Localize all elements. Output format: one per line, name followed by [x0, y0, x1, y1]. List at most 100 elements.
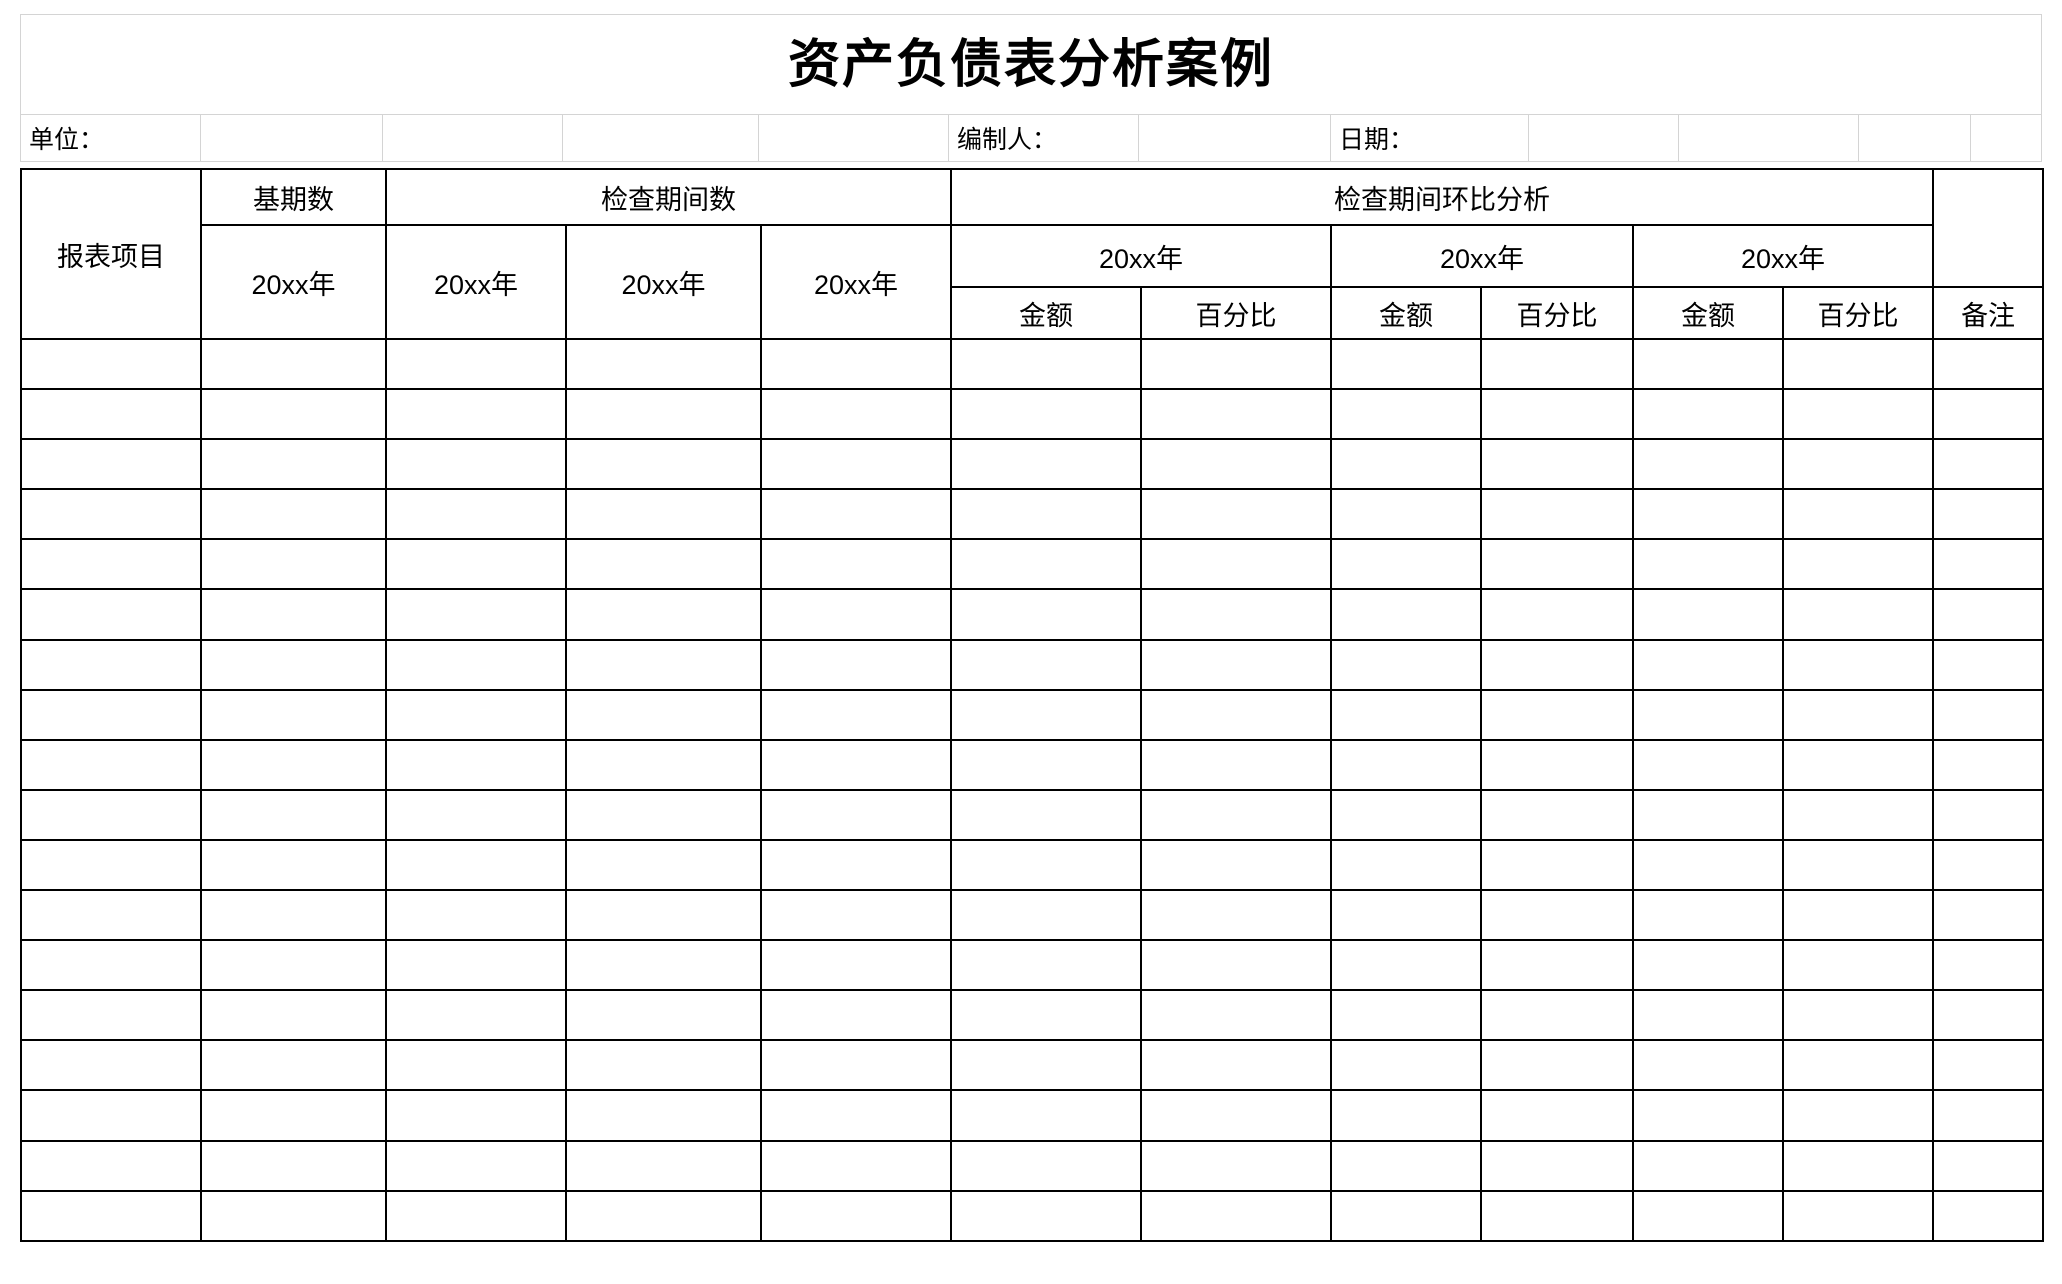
table-cell[interactable] — [1632, 1039, 1785, 1092]
table-cell[interactable] — [950, 688, 1143, 741]
table-cell[interactable] — [385, 838, 567, 892]
table-cell[interactable] — [565, 438, 762, 491]
table-cell[interactable] — [950, 638, 1143, 691]
table-cell[interactable] — [1632, 788, 1785, 841]
table-cell[interactable] — [1480, 788, 1635, 841]
table-cell[interactable] — [759, 989, 953, 1042]
table-cell[interactable] — [1782, 738, 1935, 791]
table-cell[interactable] — [1782, 989, 1935, 1042]
table-cell[interactable] — [950, 788, 1143, 841]
table-cell[interactable] — [1932, 738, 2045, 791]
table-cell[interactable] — [1480, 638, 1635, 691]
table-cell[interactable] — [1632, 638, 1785, 691]
table-cell[interactable] — [759, 889, 953, 942]
table-cell[interactable] — [385, 738, 567, 791]
table-cell[interactable] — [1140, 738, 1333, 791]
table-cell[interactable] — [1932, 588, 2045, 641]
table-cell[interactable] — [565, 838, 762, 892]
info-blank-cell-3[interactable] — [758, 114, 948, 162]
table-cell[interactable] — [1782, 1139, 1935, 1192]
table-cell[interactable] — [20, 1139, 202, 1192]
table-cell[interactable] — [20, 738, 202, 791]
table-cell[interactable] — [1632, 838, 1785, 892]
table-cell[interactable] — [565, 939, 762, 992]
table-cell[interactable] — [565, 738, 762, 791]
table-cell[interactable] — [950, 838, 1143, 892]
table-cell[interactable] — [1782, 438, 1935, 491]
table-cell[interactable] — [1480, 738, 1635, 791]
table-cell[interactable] — [565, 1039, 762, 1092]
table-cell[interactable] — [20, 989, 202, 1042]
table-cell[interactable] — [20, 337, 202, 391]
table-cell[interactable] — [1480, 538, 1635, 591]
table-cell[interactable] — [385, 939, 567, 992]
table-cell[interactable] — [20, 1189, 202, 1242]
table-cell[interactable] — [20, 939, 202, 992]
table-cell[interactable] — [1480, 438, 1635, 491]
table-cell[interactable] — [759, 939, 953, 992]
table-cell[interactable] — [1140, 638, 1333, 691]
table-cell[interactable] — [759, 1039, 953, 1092]
table-cell[interactable] — [1480, 939, 1635, 992]
table-cell[interactable] — [20, 538, 202, 591]
table-cell[interactable] — [385, 1039, 567, 1092]
table-cell[interactable] — [1632, 438, 1785, 491]
table-cell[interactable] — [1140, 1039, 1333, 1092]
table-cell[interactable] — [1330, 538, 1483, 591]
table-cell[interactable] — [1782, 1189, 1935, 1242]
table-cell[interactable] — [1480, 889, 1635, 942]
table-cell[interactable] — [1330, 688, 1483, 741]
table-cell[interactable] — [1330, 1139, 1483, 1192]
table-cell[interactable] — [950, 337, 1143, 391]
table-cell[interactable] — [1782, 889, 1935, 942]
table-cell[interactable] — [565, 388, 762, 441]
table-cell[interactable] — [385, 688, 567, 741]
table-cell[interactable] — [1632, 588, 1785, 641]
table-cell[interactable] — [385, 337, 567, 391]
table-cell[interactable] — [565, 1089, 762, 1142]
table-cell[interactable] — [1140, 337, 1333, 391]
table-cell[interactable] — [565, 889, 762, 942]
table-cell[interactable] — [20, 688, 202, 741]
table-cell[interactable] — [20, 1089, 202, 1142]
table-cell[interactable] — [200, 1089, 387, 1142]
table-cell[interactable] — [1932, 939, 2045, 992]
table-cell[interactable] — [1782, 337, 1935, 391]
table-cell[interactable] — [1480, 1189, 1635, 1242]
info-blank-cell-6[interactable] — [1970, 114, 2042, 162]
table-cell[interactable] — [565, 488, 762, 541]
table-cell[interactable] — [385, 1089, 567, 1142]
table-cell[interactable] — [200, 538, 387, 591]
table-cell[interactable] — [759, 337, 953, 391]
table-cell[interactable] — [1330, 989, 1483, 1042]
table-cell[interactable] — [200, 939, 387, 992]
table-cell[interactable] — [1632, 1139, 1785, 1192]
table-cell[interactable] — [385, 438, 567, 491]
table-cell[interactable] — [20, 438, 202, 491]
table-cell[interactable] — [200, 1139, 387, 1192]
table-cell[interactable] — [1932, 688, 2045, 741]
table-cell[interactable] — [1330, 838, 1483, 892]
table-cell[interactable] — [1480, 1089, 1635, 1142]
table-cell[interactable] — [200, 488, 387, 541]
table-cell[interactable] — [759, 638, 953, 691]
table-cell[interactable] — [759, 1139, 953, 1192]
table-cell[interactable] — [1932, 488, 2045, 541]
table-cell[interactable] — [1330, 388, 1483, 441]
table-cell[interactable] — [1140, 1089, 1333, 1142]
table-cell[interactable] — [1140, 588, 1333, 641]
table-cell[interactable] — [200, 1039, 387, 1092]
date-value-cell[interactable] — [1528, 114, 1678, 162]
table-cell[interactable] — [1330, 638, 1483, 691]
table-cell[interactable] — [20, 889, 202, 942]
table-cell[interactable] — [1932, 388, 2045, 441]
table-cell[interactable] — [950, 588, 1143, 641]
table-cell[interactable] — [1932, 889, 2045, 942]
table-cell[interactable] — [1330, 488, 1483, 541]
preparer-value-cell[interactable] — [1138, 114, 1330, 162]
table-cell[interactable] — [759, 588, 953, 641]
info-blank-cell-4[interactable] — [1678, 114, 1858, 162]
table-cell[interactable] — [1330, 1039, 1483, 1092]
table-cell[interactable] — [759, 438, 953, 491]
table-cell[interactable] — [1140, 889, 1333, 942]
